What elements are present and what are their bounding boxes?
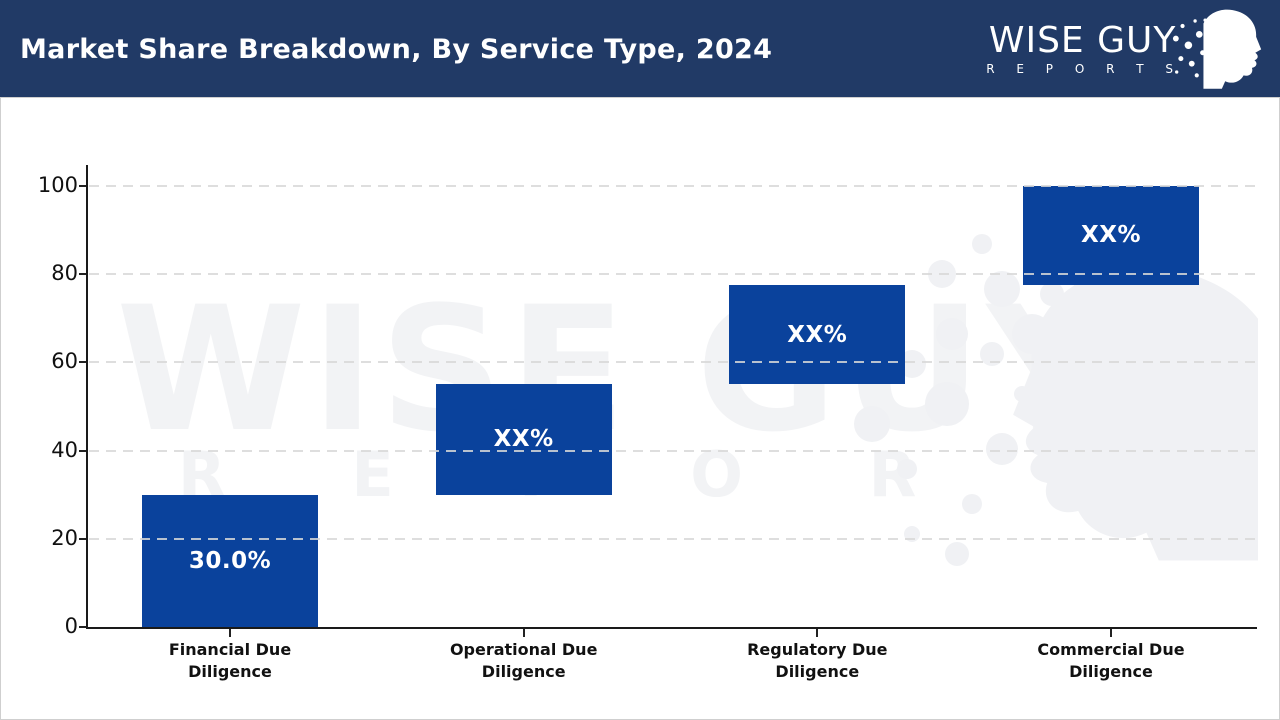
y-axis-tick-mark (79, 361, 87, 364)
y-axis-tick-label: 0 (64, 614, 78, 638)
x-axis-tick-mark (522, 629, 525, 637)
x-axis-tick-mark (1110, 629, 1112, 637)
gridline (89, 449, 1257, 452)
bar-value-label: XX% (787, 321, 848, 348)
x-axis-category-label: Commercial Due Diligence (1037, 640, 1185, 681)
y-axis-tick-label: 80 (51, 261, 78, 286)
y-axis-tick-mark (79, 273, 87, 276)
y-axis-spine (86, 165, 88, 629)
y-axis-tick-label: 20 (51, 525, 78, 550)
page-title: Market Share Breakdown, By Service Type,… (20, 33, 773, 65)
brand-face-icon (1172, 9, 1262, 89)
brand-logo: WISE GUY R E P O R T S (983, 8, 1262, 90)
x-axis-category-label: Financial Due Diligence (168, 640, 292, 681)
gridline (89, 361, 1257, 364)
bar-operational-due-diligence (435, 384, 612, 495)
brand-logo-text: WISE GUY R E P O R T S (983, 19, 1182, 76)
header-bar: Market Share Breakdown, By Service Type,… (0, 0, 1280, 98)
x-axis-tick-mark (229, 629, 231, 637)
x-axis-spine (86, 627, 1257, 629)
gridline (89, 273, 1257, 276)
y-axis-tick-label: 100 (37, 172, 78, 197)
y-axis-tick-mark (79, 184, 87, 187)
y-axis-tick-mark (79, 537, 87, 540)
bar-value-label: 30.0% (188, 547, 272, 574)
x-axis-category-label: Operational Due Diligence (449, 640, 598, 681)
brand-subtitle: R E P O R T S (986, 61, 1182, 76)
gridline (89, 184, 1257, 187)
bar-value-label: XX% (1080, 222, 1141, 249)
x-axis-category-label: Regulatory Due Diligence (747, 640, 888, 681)
x-axis-tick-mark (816, 629, 819, 637)
bar-value-label: XX% (493, 426, 554, 453)
brand-name: WISE GUY (988, 19, 1177, 61)
gridline (89, 537, 1257, 540)
watermark-text: WISE GUY (116, 269, 1117, 470)
y-axis-tick-label: 60 (51, 349, 78, 374)
y-axis-tick-mark (79, 626, 87, 628)
bar-regulatory-due-diligence (729, 285, 906, 385)
bar-financial-due-diligence (142, 494, 318, 627)
y-axis-tick-label: 40 (51, 437, 78, 462)
y-axis-tick-mark (79, 449, 87, 452)
bar-commercial-due-diligence (1023, 185, 1199, 286)
